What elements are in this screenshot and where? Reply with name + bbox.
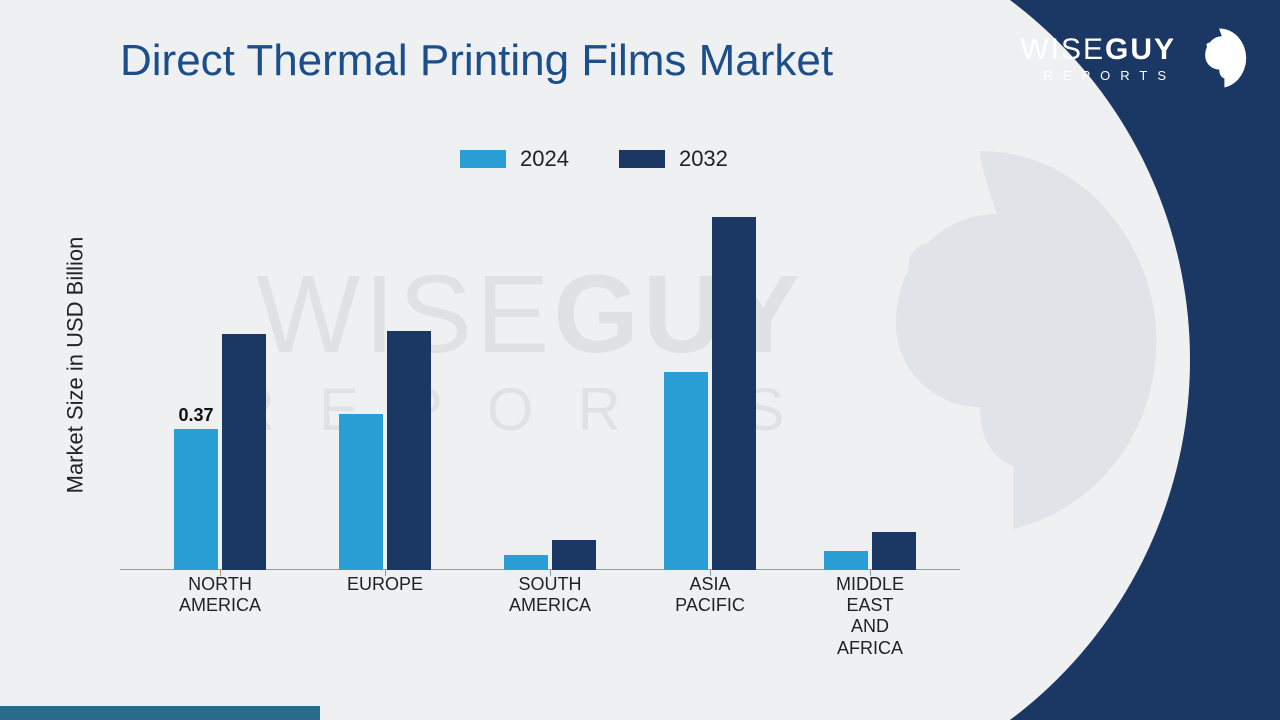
category-label: MIDDLEEASTANDAFRICA [800, 574, 940, 659]
bar [222, 334, 266, 570]
category-label: NORTHAMERICA [150, 574, 290, 616]
bottom-accent-bar [0, 706, 320, 720]
bar [872, 532, 916, 570]
legend-item: 2024 [460, 146, 569, 172]
bar: 0.37 [174, 429, 218, 570]
legend-label: 2024 [520, 146, 569, 172]
category-label: ASIAPACIFIC [640, 574, 780, 616]
bar [387, 331, 431, 570]
brand-head-icon [1186, 26, 1250, 90]
bar-chart: Market Size in USD Billion 20242032 0.37… [60, 170, 980, 650]
plot-area: 0.37 [120, 190, 960, 570]
brand-logo: WISEGUY REPORTS [1020, 26, 1250, 90]
bar-group [480, 540, 620, 570]
bar-group [640, 217, 780, 570]
x-axis-labels: NORTHAMERICA EUROPE SOUTHAMERICA ASIAPACIFI… [120, 570, 960, 660]
legend-label: 2032 [679, 146, 728, 172]
legend-swatch [619, 150, 665, 168]
bar [339, 414, 383, 570]
category-label: SOUTHAMERICA [480, 574, 620, 616]
bar [504, 555, 548, 570]
y-axis-label: Market Size in USD Billion [60, 170, 90, 560]
bar-group: 0.37 [150, 334, 290, 570]
legend-item: 2032 [619, 146, 728, 172]
bar [824, 551, 868, 570]
bar [552, 540, 596, 570]
legend: 2024 2032 [460, 146, 728, 172]
bar [664, 372, 708, 570]
bar [712, 217, 756, 570]
chart-title: Direct Thermal Printing Films Market [120, 36, 840, 87]
category-label: EUROPE [315, 574, 455, 595]
legend-swatch [460, 150, 506, 168]
bar-group [800, 532, 940, 570]
bar-group [315, 331, 455, 570]
bar-value-label: 0.37 [178, 405, 213, 426]
